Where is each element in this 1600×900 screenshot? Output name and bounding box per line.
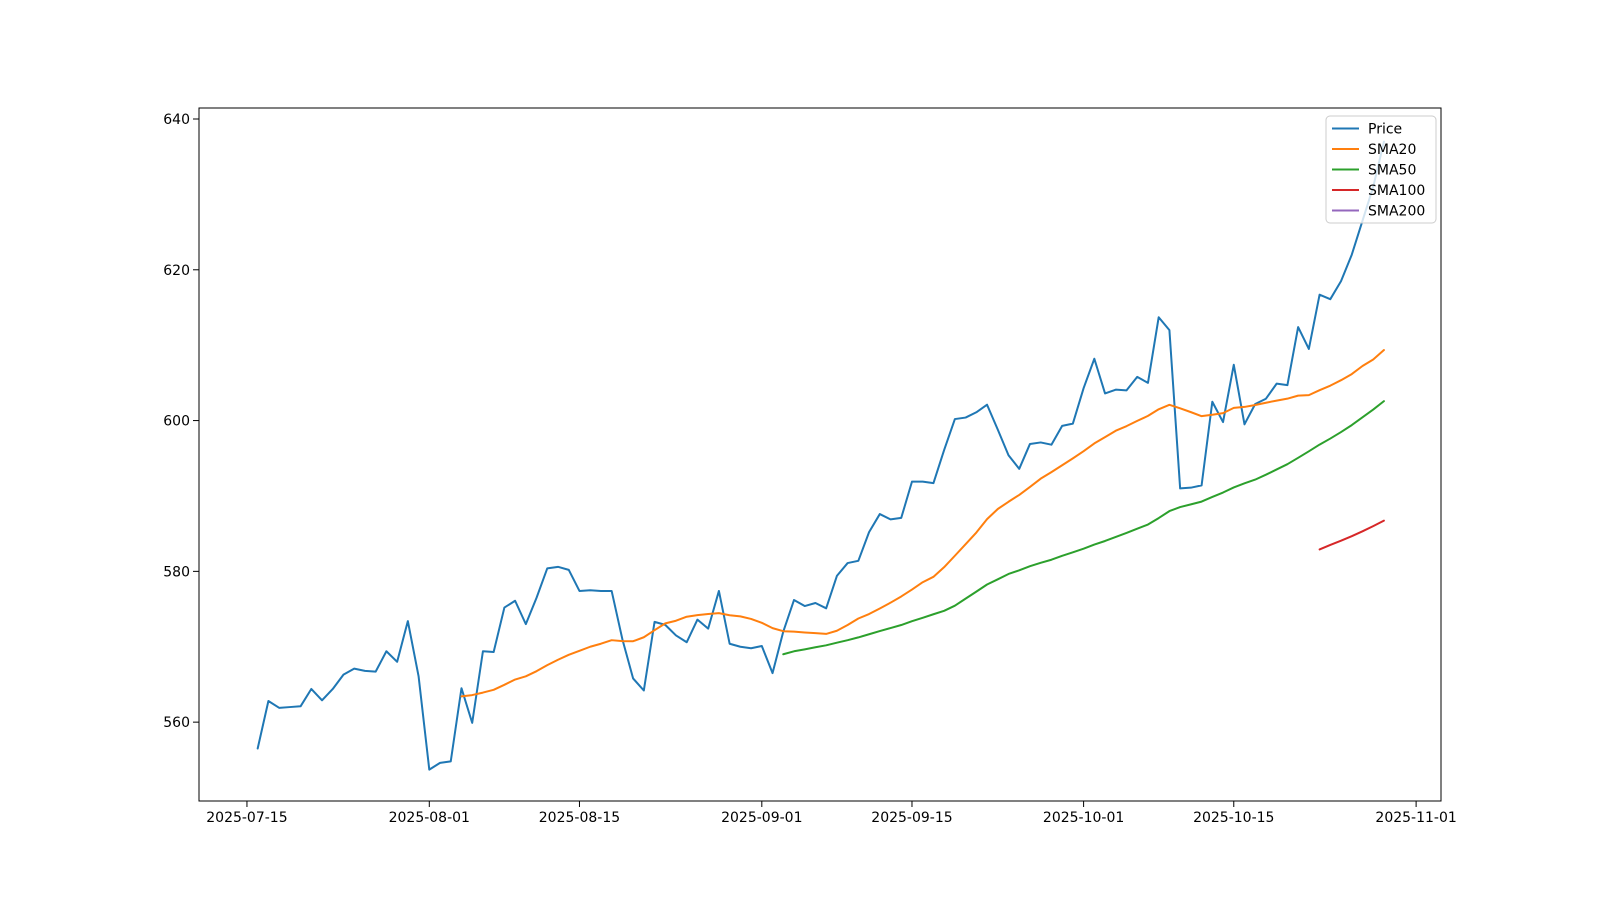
legend-item-sma100: SMA100 [1332,183,1425,199]
x-tick-label: 2025-08-15 [539,810,620,826]
x-tick-label: 2025-11-01 [1375,810,1456,826]
legend-label: SMA200 [1368,204,1425,220]
legend-label: SMA50 [1368,163,1416,179]
series-sma50-line [782,400,1385,656]
legend-item-sma20: SMA20 [1332,142,1416,158]
series-lines [256,140,1385,771]
series-price-line [256,140,1385,771]
series-sma100-line [1318,519,1385,551]
legend-item-price: Price [1332,122,1402,138]
x-tick-label: 2025-10-15 [1193,810,1274,826]
y-tick-label: 620 [163,263,190,279]
y-tick-label: 640 [163,112,190,128]
plot-background [199,108,1441,801]
y-tick-label: 560 [163,715,190,731]
series-sma20-line [460,349,1385,698]
x-tick-label: 2025-07-15 [206,810,287,826]
x-tick-label: 2025-09-01 [721,810,802,826]
legend-label: SMA20 [1368,142,1416,158]
x-tick-label: 2025-09-15 [871,810,952,826]
x-axis-ticks: 2025-07-15 2025-08-01 2025-08-15 2025-09-01… [206,801,1457,826]
plot-spines [198,107,1442,802]
legend-box [1325,115,1437,224]
y-axis-ticks: 560 580 600 620 640 [163,112,199,731]
legend: Price SMA20 SMA50 SMA100 SMA200 [1325,115,1437,224]
x-tick-label: 2025-08-01 [389,810,470,826]
legend-item-sma50: SMA50 [1332,163,1416,179]
legend-label: SMA100 [1368,183,1425,199]
legend-item-sma200: SMA200 [1332,204,1425,220]
y-tick-label: 580 [163,564,190,580]
legend-label: Price [1368,122,1402,138]
y-tick-label: 600 [163,414,190,430]
x-tick-label: 2025-10-01 [1043,810,1124,826]
